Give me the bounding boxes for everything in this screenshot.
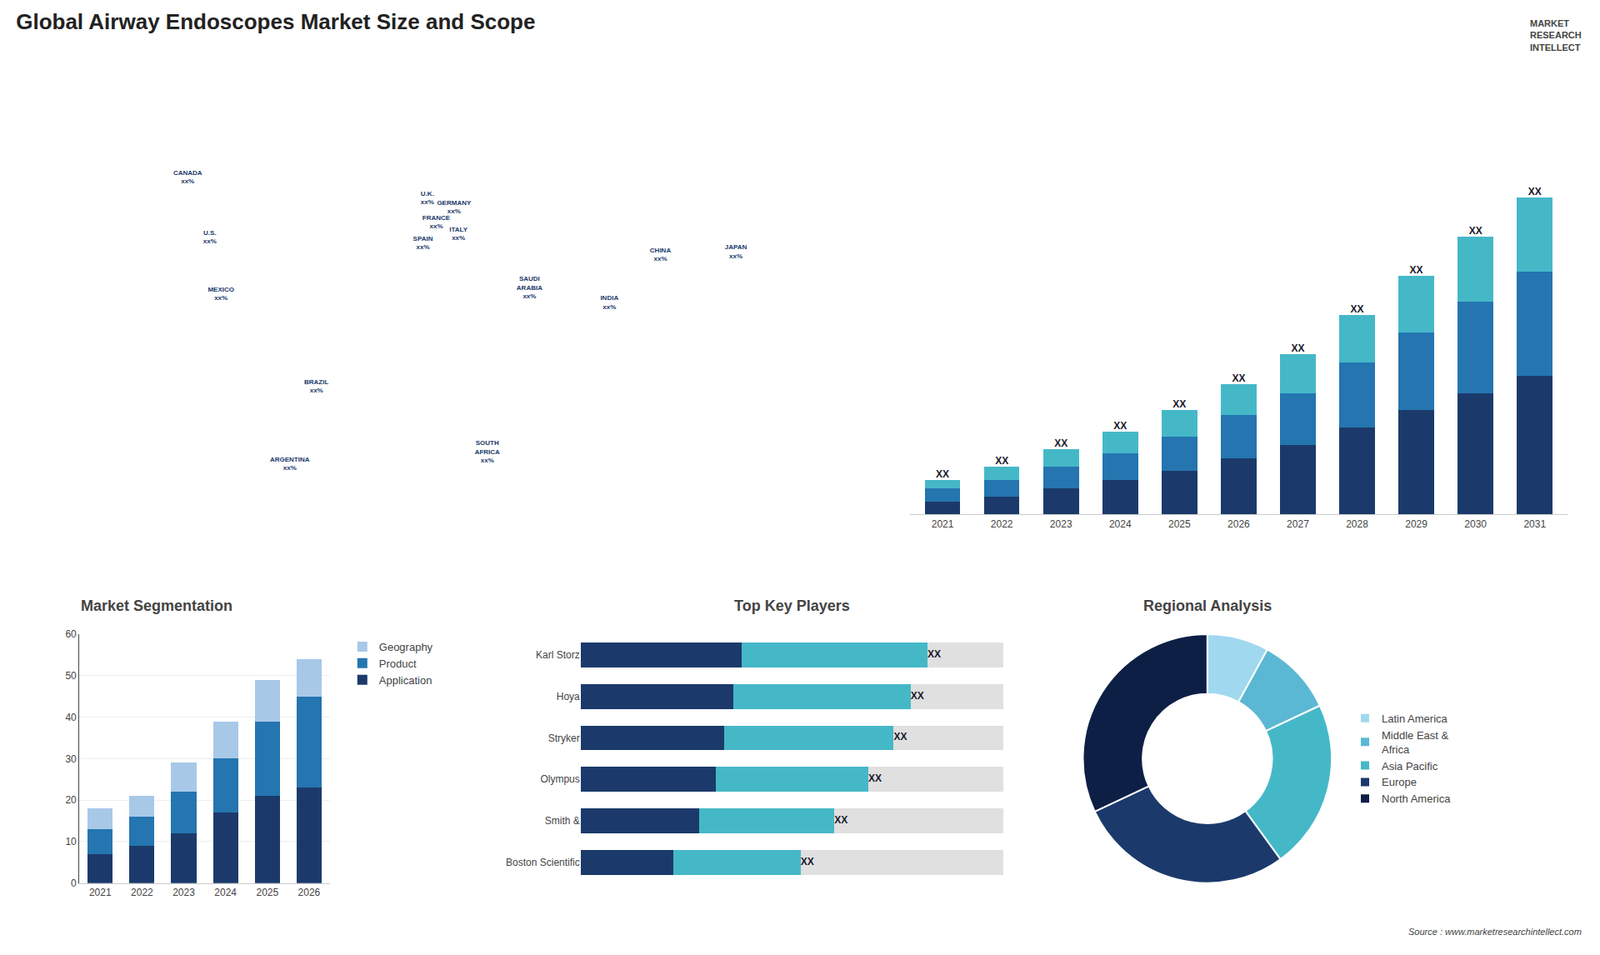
svg-text:SPAINxx%: SPAINxx%	[413, 235, 434, 251]
svg-text:2031: 2031	[1523, 518, 1546, 530]
svg-text:CHINAxx%: CHINAxx%	[650, 246, 672, 263]
svg-text:XX: XX	[1054, 437, 1068, 450]
svg-text:North America: North America	[1381, 792, 1451, 805]
svg-text:2022: 2022	[990, 518, 1014, 530]
svg-text:2027: 2027	[1286, 518, 1310, 530]
svg-text:XX: XX	[910, 690, 925, 702]
svg-text:Middle East &Africa: Middle East &Africa	[1381, 729, 1450, 756]
svg-text:FRANCExx%: FRANCExx%	[422, 214, 451, 230]
svg-text:XX: XX	[1469, 225, 1483, 237]
svg-text:Olympus: Olympus	[540, 773, 580, 785]
svg-text:MARKETRESEARCHINTELLECT: MARKETRESEARCHINTELLECT	[1530, 18, 1582, 53]
svg-text:ARGENTINAxx%: ARGENTINAxx%	[270, 455, 310, 472]
svg-text:INDIAxx%: INDIAxx%	[600, 294, 619, 310]
svg-text:XX: XX	[935, 468, 950, 480]
svg-text:Karl Storz: Karl Storz	[535, 649, 580, 661]
svg-text:2021: 2021	[931, 518, 955, 530]
svg-text:2022: 2022	[130, 886, 154, 899]
svg-text:10: 10	[65, 835, 77, 848]
svg-text:XX: XX	[868, 772, 882, 785]
svg-text:XX: XX	[995, 455, 1009, 467]
svg-text:2024: 2024	[1109, 518, 1132, 530]
svg-text:XX: XX	[800, 855, 815, 868]
svg-text:2025: 2025	[1168, 518, 1191, 530]
svg-text:20: 20	[65, 794, 77, 806]
svg-text:Global Airway Endoscopes Marke: Global Airway Endoscopes Market Size and…	[15, 9, 535, 35]
svg-text:XX: XX	[1290, 342, 1305, 355]
svg-text:Asia Pacific: Asia Pacific	[1381, 760, 1439, 773]
svg-text:2028: 2028	[1345, 518, 1369, 530]
svg-text:2023: 2023	[172, 886, 195, 899]
svg-text:U.S.xx%: U.S.xx%	[203, 229, 217, 245]
svg-text:2025: 2025	[255, 886, 279, 899]
svg-text:2024: 2024	[214, 886, 237, 899]
svg-text:XX: XX	[1528, 185, 1542, 198]
svg-text:XX: XX	[893, 730, 907, 743]
svg-text:40: 40	[65, 711, 77, 724]
svg-text:2026: 2026	[1227, 518, 1250, 530]
svg-text:CANADAxx%: CANADAxx%	[173, 169, 203, 185]
svg-text:U.K.xx%: U.K.xx%	[420, 190, 435, 206]
svg-text:MEXICOxx%: MEXICOxx%	[207, 285, 235, 302]
svg-text:Europe: Europe	[1381, 775, 1417, 789]
svg-text:XX: XX	[1113, 420, 1127, 432]
svg-text:JAPANxx%: JAPANxx%	[725, 243, 748, 260]
svg-text:Application: Application	[379, 674, 433, 687]
svg-text:ITALYxx%: ITALYxx%	[449, 225, 468, 242]
svg-text:Top Key Players: Top Key Players	[734, 597, 850, 615]
svg-text:30: 30	[65, 753, 77, 765]
svg-text:0: 0	[70, 877, 77, 890]
svg-text:Latin America: Latin America	[1381, 712, 1449, 725]
svg-text:2030: 2030	[1464, 518, 1487, 530]
svg-text:XX: XX	[1231, 372, 1245, 385]
svg-text:Smith &: Smith &	[545, 815, 580, 827]
svg-text:SAUDIARABIAxx%: SAUDIARABIAxx%	[516, 275, 543, 300]
svg-text:XX: XX	[1172, 398, 1186, 410]
svg-text:XX: XX	[1350, 303, 1365, 315]
svg-text:BRAZILxx%: BRAZILxx%	[304, 378, 329, 395]
svg-text:50: 50	[65, 670, 77, 682]
svg-text:XX: XX	[927, 648, 941, 660]
svg-text:GERMANYxx%: GERMANYxx%	[436, 199, 472, 215]
svg-text:Geography: Geography	[379, 640, 434, 654]
svg-text:Regional Analysis: Regional Analysis	[1143, 597, 1272, 615]
svg-text:XX: XX	[1410, 264, 1424, 276]
svg-text:Source : www.marketresearchint: Source : www.marketresearchintellect.com	[1408, 926, 1582, 937]
svg-text:Stryker: Stryker	[548, 732, 580, 745]
svg-text:Boston Scientific: Boston Scientific	[505, 856, 580, 869]
svg-text:2029: 2029	[1405, 518, 1428, 530]
svg-text:60: 60	[65, 628, 77, 640]
svg-text:Hoya: Hoya	[556, 690, 580, 703]
svg-text:SOUTHAFRICAxx%: SOUTHAFRICAxx%	[475, 439, 500, 465]
svg-text:2021: 2021	[89, 886, 112, 899]
svg-text:2023: 2023	[1050, 518, 1073, 530]
svg-text:2026: 2026	[298, 886, 321, 899]
svg-text:Product: Product	[379, 657, 417, 670]
svg-text:XX: XX	[834, 814, 848, 826]
svg-text:Market Segmentation: Market Segmentation	[80, 597, 233, 615]
